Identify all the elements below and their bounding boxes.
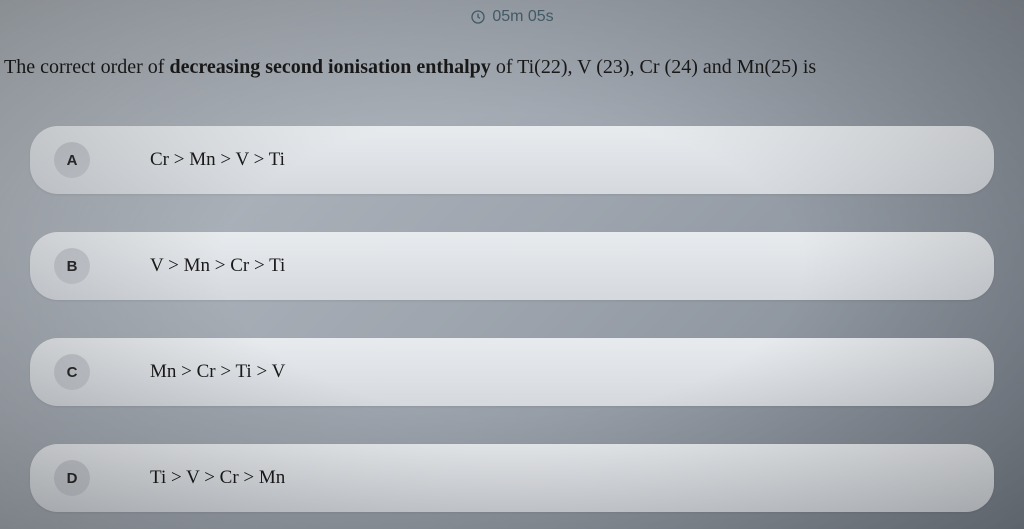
option-d[interactable]: D Ti > V > Cr > Mn bbox=[30, 444, 994, 512]
timer-bar: 05m 05s bbox=[0, 0, 1024, 34]
option-b[interactable]: B V > Mn > Cr > Ti bbox=[30, 232, 994, 300]
option-a[interactable]: A Cr > Mn > V > Ti bbox=[30, 126, 994, 194]
question-prefix: The correct order of bbox=[4, 56, 169, 78]
clock-icon bbox=[470, 9, 486, 25]
timer-text: 05m 05s bbox=[492, 8, 553, 26]
option-letter-c: C bbox=[54, 354, 90, 390]
question-text: The correct order of decreasing second i… bbox=[0, 34, 1024, 106]
option-letter-d: D bbox=[54, 460, 90, 496]
question-bold: decreasing second ionisation enthalpy bbox=[169, 56, 490, 78]
option-c[interactable]: C Mn > Cr > Ti > V bbox=[30, 338, 994, 406]
option-text-c: Mn > Cr > Ti > V bbox=[150, 361, 285, 383]
option-letter-a: A bbox=[54, 142, 90, 178]
options-container: A Cr > Mn > V > Ti B V > Mn > Cr > Ti C … bbox=[0, 106, 1024, 512]
option-text-d: Ti > V > Cr > Mn bbox=[150, 467, 285, 489]
option-letter-b: B bbox=[54, 248, 90, 284]
option-text-b: V > Mn > Cr > Ti bbox=[150, 255, 285, 277]
question-middle: of Ti(22), V (23), Cr (24) and Mn(25) is bbox=[491, 56, 816, 78]
option-text-a: Cr > Mn > V > Ti bbox=[150, 149, 285, 171]
